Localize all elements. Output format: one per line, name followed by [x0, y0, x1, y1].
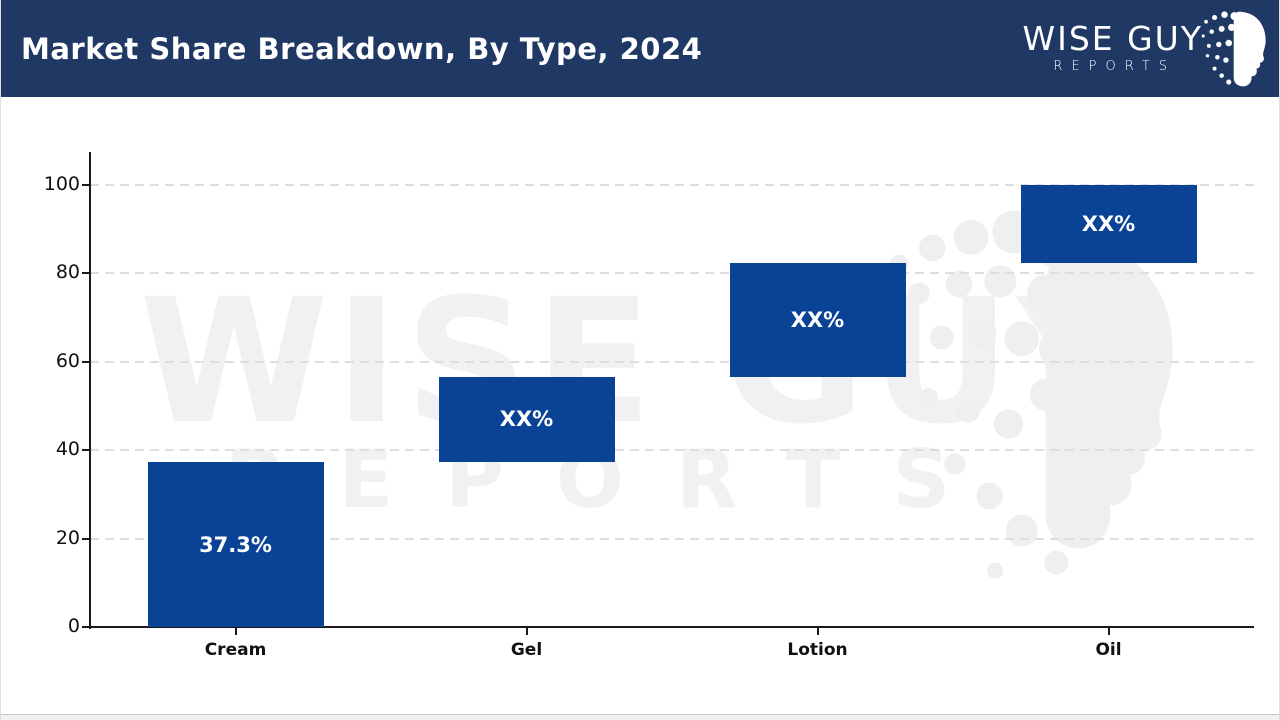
- header: Market Share Breakdown, By Type, 2024 WI…: [1, 0, 1279, 97]
- y-tick-mark: [82, 184, 89, 186]
- y-axis-line: [89, 152, 91, 629]
- x-tick-label: Gel: [510, 640, 543, 660]
- y-tick-label: 40: [55, 438, 80, 461]
- y-tick-mark: [82, 626, 89, 628]
- bar-value-label: XX%: [790, 307, 845, 332]
- x-tick-label: Lotion: [787, 640, 848, 660]
- bar-gel: XX%: [438, 376, 615, 463]
- brand-name: WISE GUY: [1022, 18, 1203, 58]
- bar-value-label: XX%: [1081, 211, 1136, 236]
- x-tick-mark: [816, 628, 819, 635]
- y-tick-label: 0: [67, 615, 80, 637]
- y-gridline: [90, 537, 1254, 540]
- brand-logo-text: WISE GUY REPORTS: [1022, 18, 1203, 75]
- bar-lotion: XX%: [729, 262, 906, 377]
- y-tick-label: 100: [43, 173, 80, 195]
- y-tick-mark: [82, 360, 89, 363]
- y-gridline: [90, 449, 1254, 452]
- y-tick-mark: [82, 537, 89, 540]
- y-tick-label: 20: [55, 526, 80, 549]
- watermark-face-icon: [876, 210, 1173, 579]
- x-tick-label: Oil: [1095, 640, 1122, 660]
- bottom-divider: [1, 714, 1279, 720]
- bar-value-label: XX%: [499, 407, 554, 432]
- y-gridline: [90, 360, 1254, 363]
- y-tick-label: 60: [55, 349, 80, 372]
- y-tick-mark: [82, 449, 89, 452]
- brand-subtitle: REPORTS: [1053, 59, 1177, 75]
- bar-cream: 37.3%: [147, 462, 324, 627]
- x-tick-label: Cream: [204, 640, 267, 660]
- bar-value-label: 37.3%: [199, 532, 272, 557]
- x-tick-mark: [525, 628, 528, 635]
- y-tick-label: 80: [55, 261, 80, 284]
- brand-face-icon: [1201, 11, 1266, 87]
- x-axis-line: [89, 626, 1254, 628]
- bar-oil: XX%: [1020, 185, 1197, 263]
- y-tick-mark: [82, 272, 89, 275]
- x-tick-mark: [1107, 628, 1110, 635]
- y-gridline: [90, 272, 1254, 275]
- brand-logo: WISE GUY REPORTS: [1022, 9, 1269, 87]
- page-title: Market Share Breakdown, By Type, 2024: [21, 31, 703, 66]
- y-gridline: [90, 184, 1254, 186]
- x-tick-mark: [234, 628, 237, 635]
